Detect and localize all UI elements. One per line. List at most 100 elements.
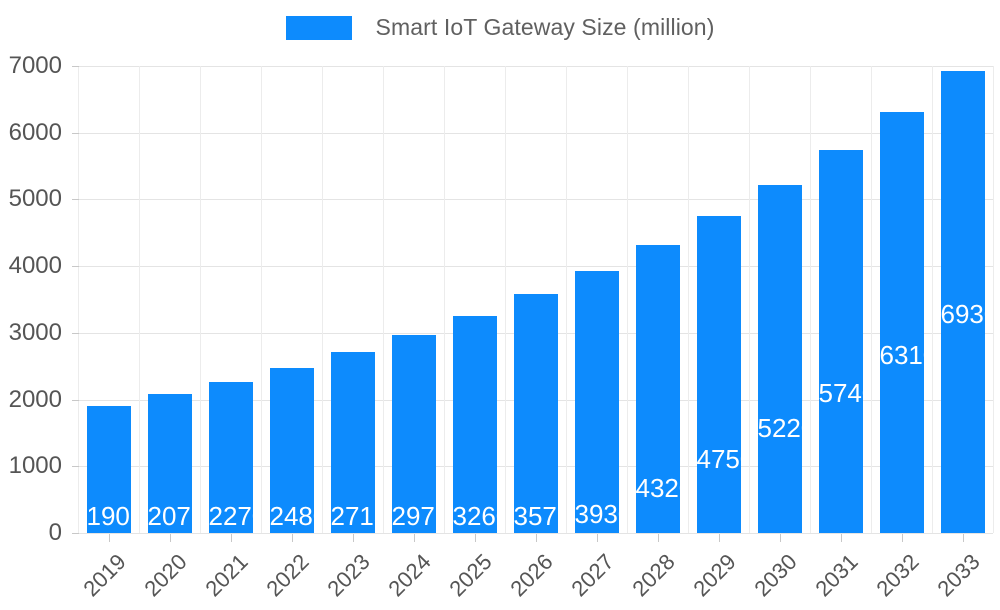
bar-value-label: 2713 (330, 500, 375, 531)
y-gridline (78, 199, 993, 201)
y-tick-label: 4000 (8, 252, 62, 280)
y-tick-mark (72, 533, 79, 534)
bar[interactable]: 4750 (696, 216, 741, 533)
x-gridline (505, 66, 506, 533)
x-gridline (566, 66, 567, 533)
x-gridline (871, 66, 872, 533)
y-tick-mark (72, 332, 79, 334)
x-gridline (932, 66, 933, 533)
x-tick-label: 2023 (321, 549, 375, 602)
y-tick-label: 2000 (8, 385, 62, 413)
x-tick-label: 2027 (565, 549, 619, 602)
bar-value-label: 2270 (208, 500, 253, 531)
x-tick-label: 2026 (504, 549, 558, 602)
x-tick-mark (597, 534, 598, 542)
legend-color-swatch (285, 15, 352, 40)
y-gridline (78, 266, 993, 268)
x-gridline (139, 66, 140, 533)
x-gridline (200, 66, 201, 533)
x-gridline (322, 66, 323, 533)
bar-value-label: 2480 (269, 500, 314, 531)
bar[interactable]: 1905 (86, 405, 131, 533)
x-gridline (78, 66, 79, 533)
x-tick-label: 2025 (443, 549, 497, 602)
x-tick-label: 2028 (626, 549, 680, 602)
y-tick-mark (72, 399, 79, 401)
y-gridline (78, 533, 993, 534)
x-tick-label: 2022 (260, 549, 314, 602)
x-gridline (444, 66, 445, 533)
bar[interactable]: 4320 (635, 244, 680, 533)
x-tick-label: 2024 (382, 549, 436, 602)
y-tick-label: 5000 (8, 185, 62, 213)
legend-item-smart-iot-gateway-size[interactable]: Smart IoT Gateway Size (million) (285, 14, 715, 41)
x-tick-mark (414, 534, 415, 542)
bar[interactable]: 2972 (391, 334, 436, 533)
y-tick-label: 6000 (8, 118, 62, 146)
bar-value-label: 4750 (696, 444, 741, 475)
x-gridline (749, 66, 750, 533)
bar[interactable]: 2480 (269, 367, 314, 533)
x-tick-mark (475, 534, 476, 542)
bar-value-label: 3260 (452, 500, 497, 531)
x-gridline (261, 66, 262, 533)
x-gridline (688, 66, 689, 533)
y-gridline (78, 132, 993, 134)
chart-legend: Smart IoT Gateway Size (million) (0, 14, 1000, 41)
x-tick-mark (780, 534, 781, 542)
y-tick-mark (72, 466, 79, 468)
bar[interactable]: 6310 (879, 112, 924, 533)
bar-value-label: 6310 (879, 340, 924, 371)
x-tick-label: 2019 (77, 549, 131, 602)
y-tick-label: 7000 (8, 52, 62, 79)
x-tick-mark (719, 534, 720, 542)
y-tick-label: 0 (48, 519, 62, 546)
x-tick-mark (536, 534, 537, 542)
y-tick-label: 3000 (8, 318, 62, 346)
bar-value-label: 5740 (818, 378, 863, 409)
bar-value-label: 4320 (635, 472, 680, 503)
x-tick-label: 2031 (809, 549, 863, 602)
x-tick-mark (963, 534, 964, 542)
bar[interactable]: 5740 (818, 150, 863, 533)
bar-value-label: 3578 (513, 500, 558, 531)
x-tick-label: 2029 (687, 549, 741, 602)
x-tick-mark (658, 534, 659, 542)
x-gridline (383, 66, 384, 533)
x-tick-label: 2032 (870, 549, 924, 602)
y-tick-mark (72, 199, 79, 201)
bar[interactable]: 5220 (757, 184, 802, 533)
y-tick-mark (72, 132, 79, 134)
y-tick-label: 1000 (8, 452, 62, 480)
x-tick-label: 2033 (931, 549, 985, 602)
x-tick-mark (231, 534, 232, 542)
bar-value-label: 2972 (391, 500, 436, 531)
x-gridline (627, 66, 628, 533)
y-tick-mark (72, 66, 79, 67)
x-tick-label: 2021 (199, 549, 253, 602)
x-tick-mark (353, 534, 354, 542)
x-tick-label: 2030 (748, 549, 802, 602)
plot-area: 1905 2078 2270 2480 2713 2972 3260 3578 3930 4320… (78, 66, 994, 534)
bar-value-label: 2078 (147, 500, 192, 531)
y-tick-mark (72, 266, 79, 268)
x-gridline (993, 66, 994, 533)
bar[interactable]: 3930 (574, 270, 619, 533)
bar[interactable]: 2270 (208, 381, 253, 533)
x-tick-mark (170, 534, 171, 542)
y-gridline (78, 66, 993, 67)
bar-value-label: 3930 (574, 498, 619, 529)
x-tick-mark (841, 534, 842, 542)
bar[interactable]: 2713 (330, 352, 375, 533)
x-gridline (810, 66, 811, 533)
bar-value-label: 1905 (86, 500, 131, 531)
x-tick-mark (902, 534, 903, 542)
bar[interactable]: 2078 (147, 394, 192, 533)
x-tick-label: 2020 (138, 549, 192, 602)
bar[interactable]: 3578 (513, 294, 558, 533)
x-tick-mark (109, 534, 110, 542)
bar[interactable]: 3260 (452, 315, 497, 533)
